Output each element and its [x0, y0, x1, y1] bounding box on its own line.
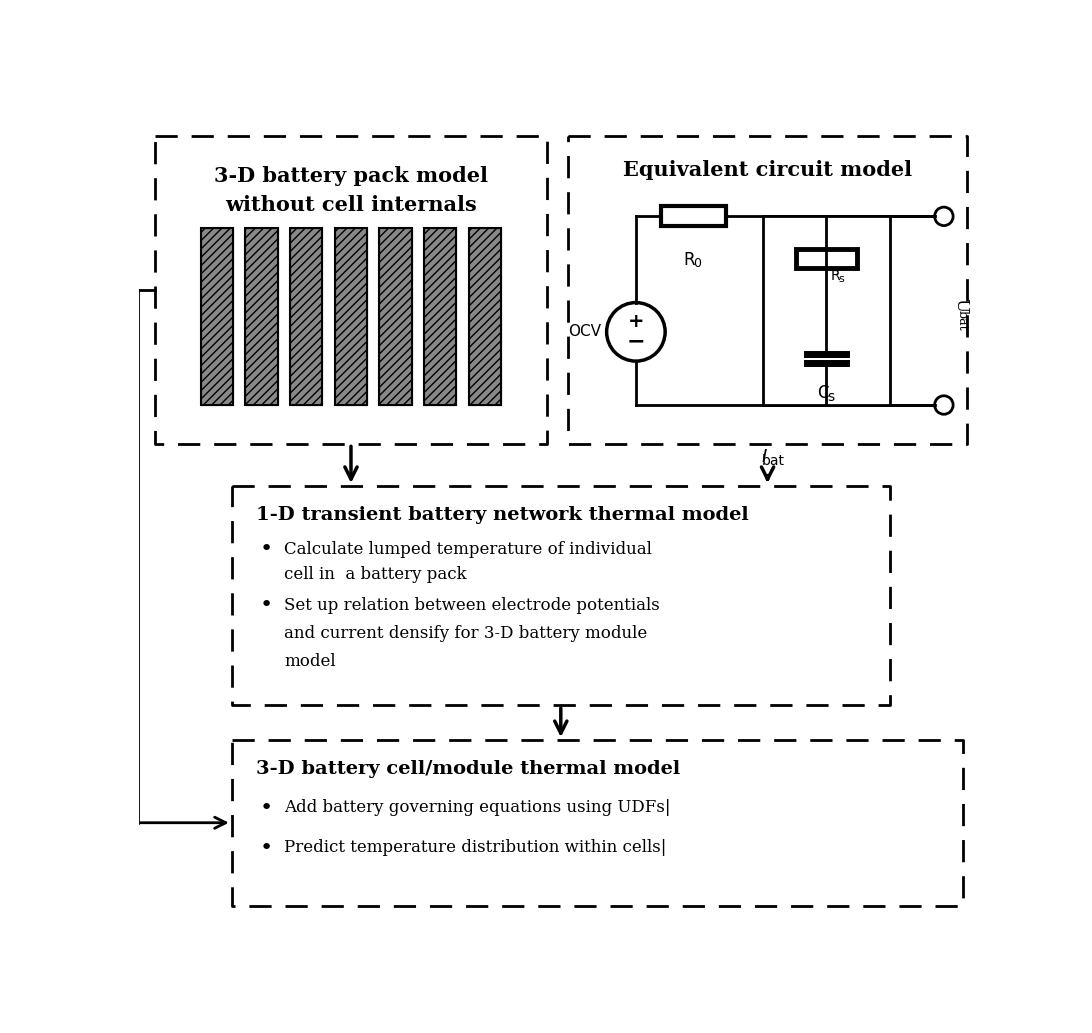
Text: without cell internals: without cell internals [225, 195, 477, 215]
Bar [468, 228, 501, 405]
Bar [290, 228, 322, 405]
Bar [290, 228, 322, 405]
Text: −: − [627, 332, 645, 352]
Bar [468, 228, 501, 405]
Text: Equivalent circuit model: Equivalent circuit model [624, 160, 912, 180]
Bar [763, 216, 890, 405]
Text: I: I [761, 448, 767, 466]
Text: s: s [838, 275, 844, 284]
Bar [335, 228, 367, 405]
Bar [201, 228, 234, 405]
Text: bat: bat [762, 455, 785, 468]
Text: Set up relation between electrode potentials: Set up relation between electrode potent… [284, 597, 660, 614]
Bar [661, 207, 726, 226]
Text: R: R [684, 251, 695, 270]
Text: •: • [260, 838, 273, 857]
Text: Add battery governing equations using UDFs|: Add battery governing equations using UD… [284, 800, 670, 816]
Bar [380, 228, 412, 405]
Text: 3-D battery pack model: 3-D battery pack model [214, 165, 488, 186]
Bar [380, 228, 412, 405]
Text: Calculate lumped temperature of individual: Calculate lumped temperature of individu… [284, 540, 652, 558]
Bar [201, 228, 234, 405]
Text: model: model [284, 653, 335, 670]
Text: OCV: OCV [568, 324, 602, 340]
Text: U: U [952, 298, 970, 312]
Bar [335, 228, 367, 405]
Text: 0: 0 [692, 257, 701, 270]
Text: Predict temperature distribution within cells|: Predict temperature distribution within … [284, 839, 666, 856]
Text: s: s [828, 390, 834, 404]
Bar [246, 228, 277, 405]
Text: •: • [260, 595, 273, 616]
Bar [424, 228, 456, 405]
Text: R: R [830, 269, 840, 283]
Text: 3-D battery cell/module thermal model: 3-D battery cell/module thermal model [257, 760, 680, 778]
Bar [424, 228, 456, 405]
Bar [246, 228, 277, 405]
Text: +: + [628, 312, 644, 332]
Text: 1-D transient battery network thermal model: 1-D transient battery network thermal mo… [257, 506, 749, 524]
Text: cell in  a battery pack: cell in a battery pack [284, 566, 466, 583]
Text: C: C [818, 384, 829, 403]
Bar [796, 250, 857, 268]
Text: •: • [260, 539, 273, 559]
Text: and current densify for 3-D battery module: and current densify for 3-D battery modu… [284, 625, 648, 643]
Text: bat: bat [956, 310, 969, 331]
Text: •: • [260, 797, 273, 818]
